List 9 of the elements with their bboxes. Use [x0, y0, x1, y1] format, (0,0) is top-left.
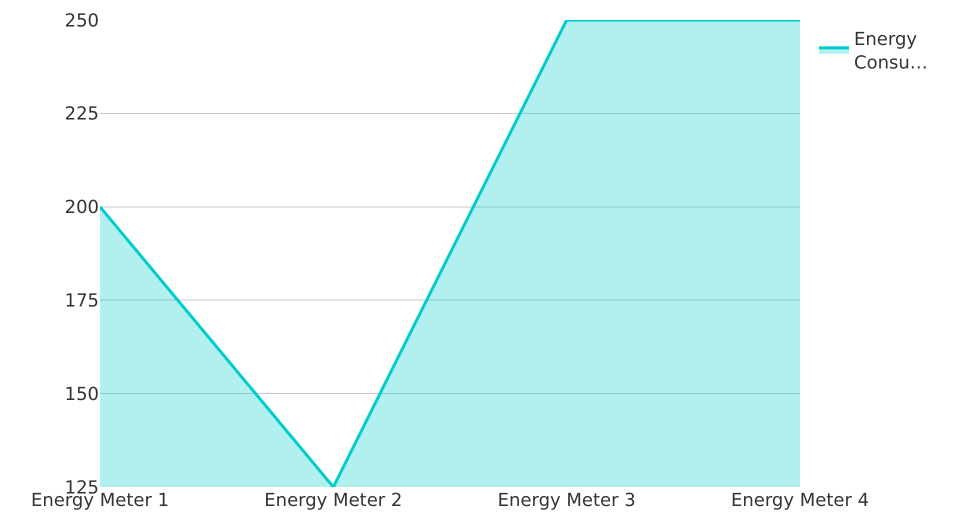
x-tick-label: Energy Meter 3 — [498, 490, 636, 511]
y-tick-label: 250 — [64, 10, 99, 32]
y-tick-label: 150 — [64, 384, 99, 405]
y-tick-label: 200 — [64, 197, 99, 218]
legend-label: Energy Consu… — [854, 29, 928, 74]
x-tick-label: Energy Meter 2 — [264, 490, 402, 511]
x-tick-label: Energy Meter 4 — [730, 490, 870, 511]
y-tick-label: 175 — [64, 290, 99, 312]
y-tick-label: 225 — [64, 104, 99, 125]
